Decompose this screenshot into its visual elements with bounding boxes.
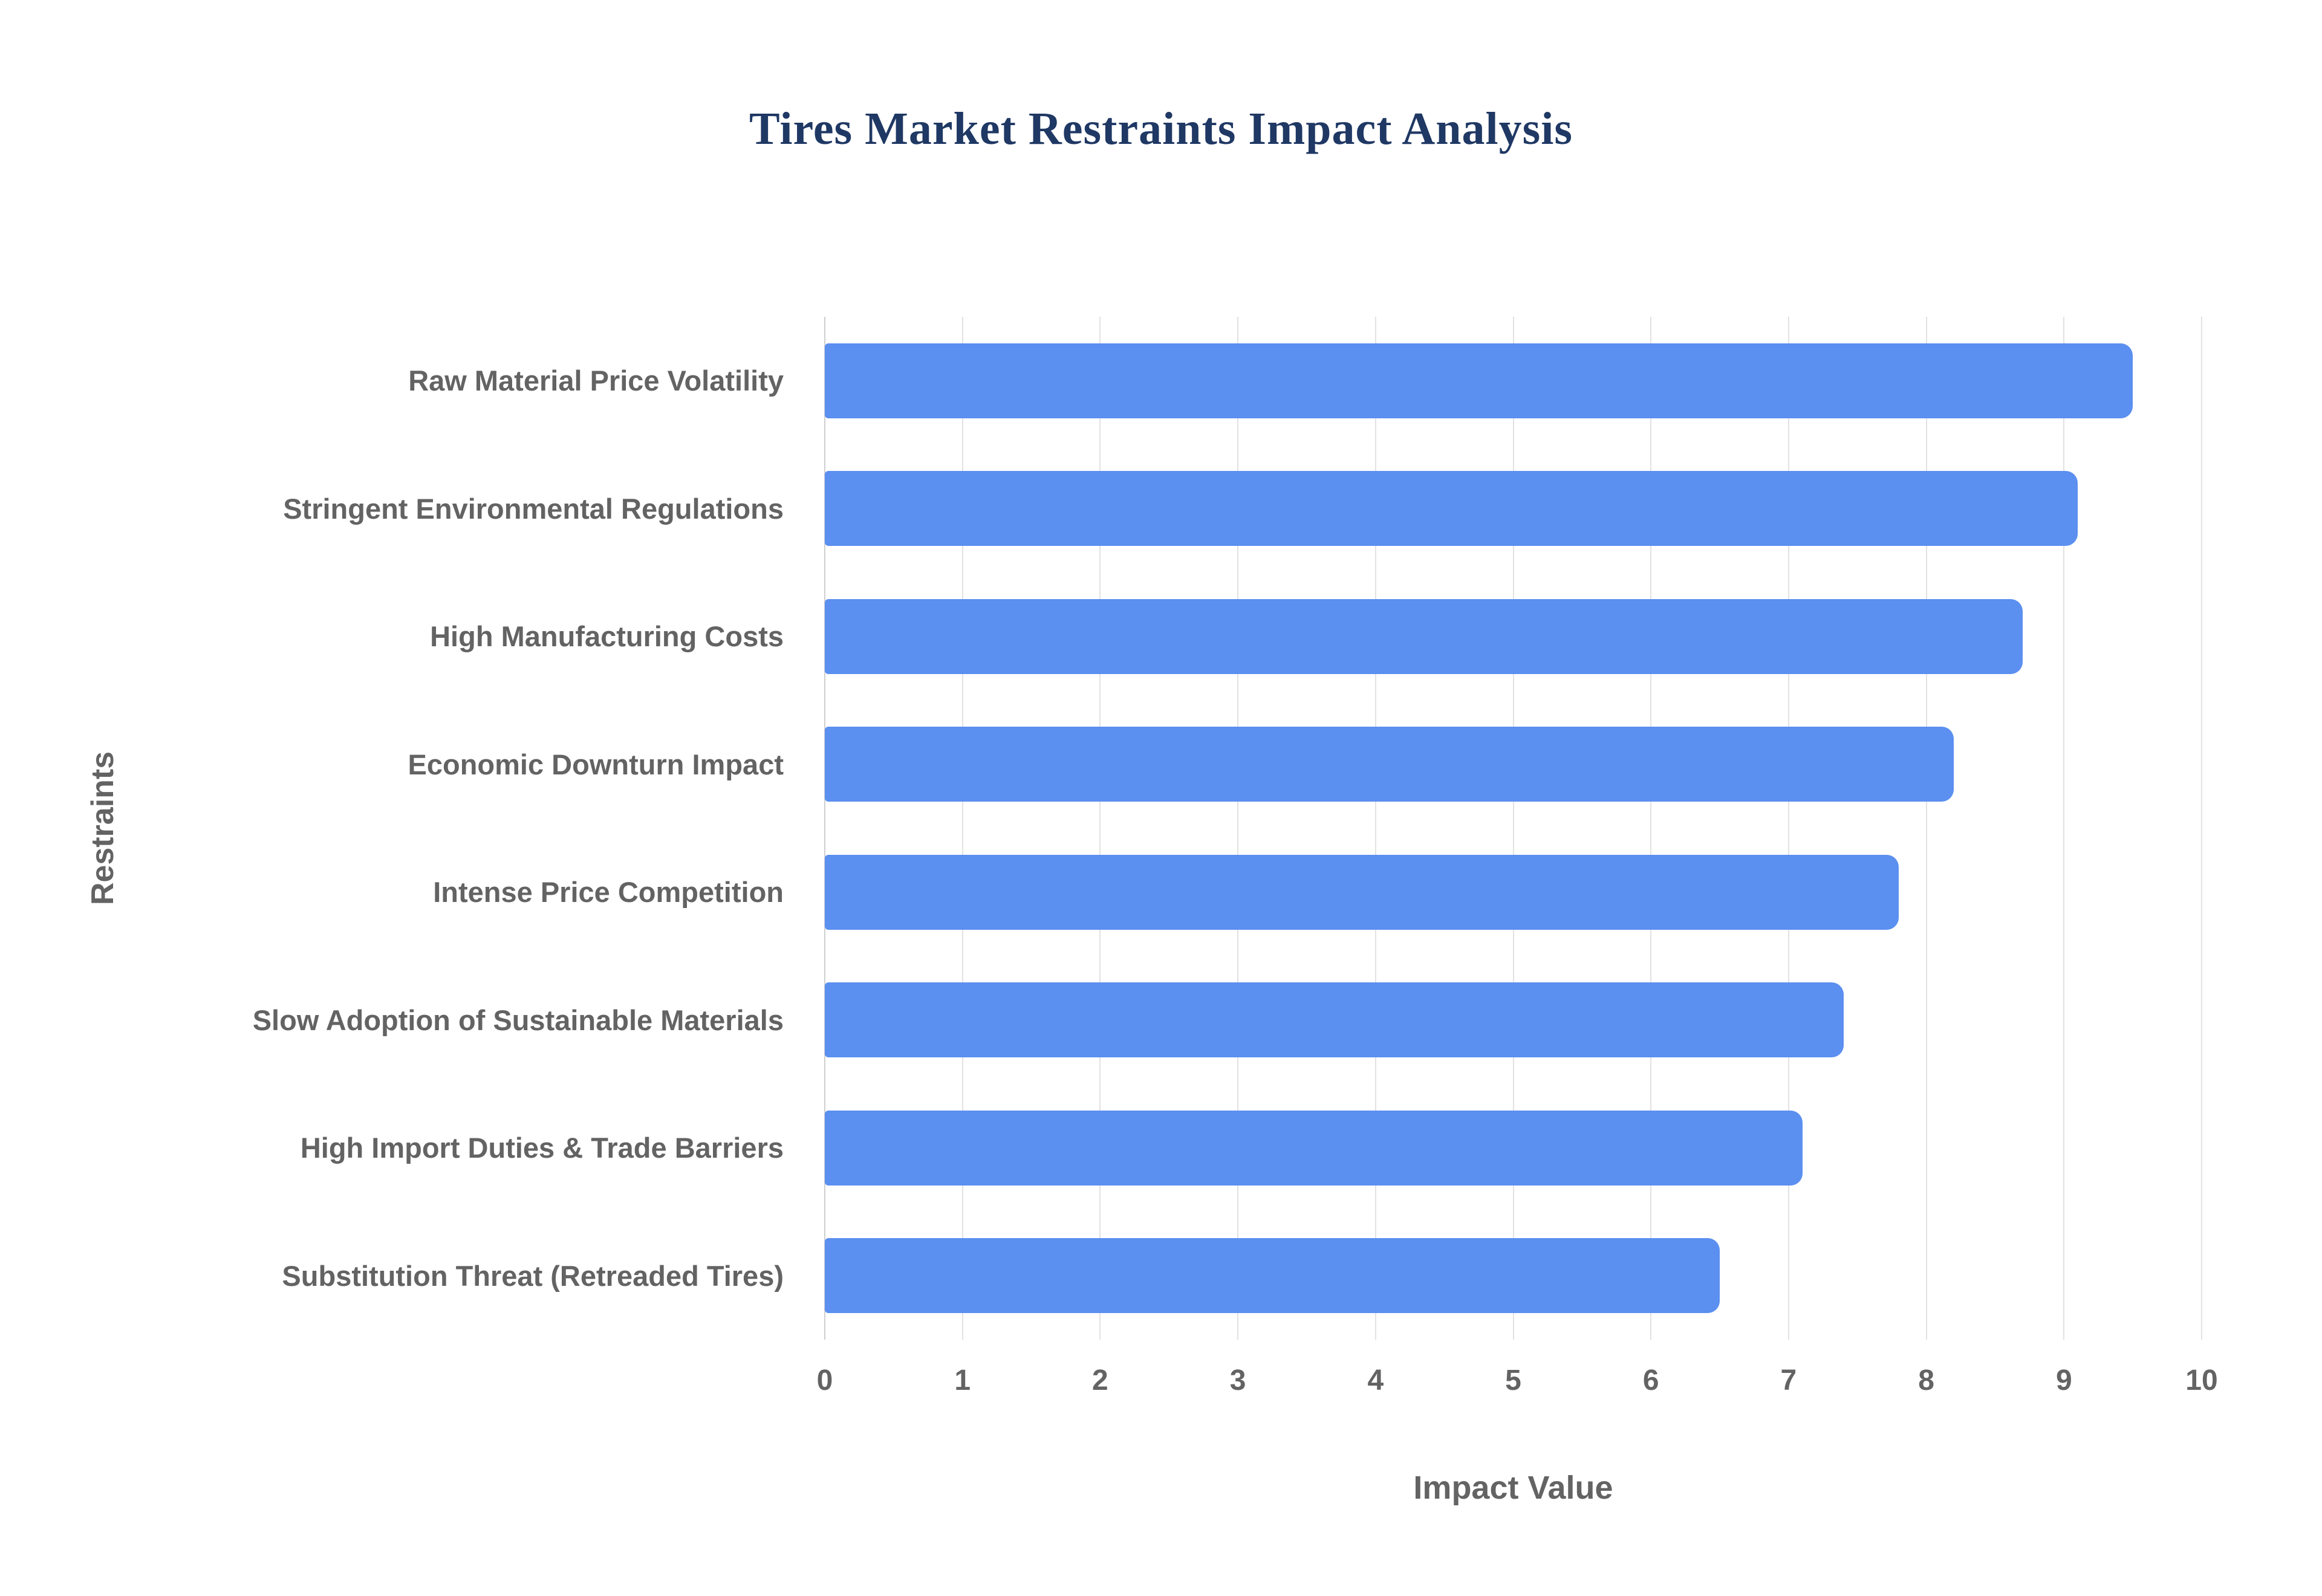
x-tick-label: 0	[816, 1364, 833, 1396]
bar	[825, 727, 1954, 802]
bar-row	[825, 701, 2202, 829]
grid-line	[2201, 317, 2202, 1340]
bar-row	[825, 1084, 2202, 1212]
category-label-row: Economic Downturn Impact	[200, 701, 804, 829]
category-label: Raw Material Price Volatility	[408, 365, 784, 397]
category-label-row: Raw Material Price Volatility	[200, 317, 804, 445]
grid-line	[1650, 317, 1652, 1340]
category-label: Stringent Environmental Regulations	[283, 492, 784, 525]
x-tick-label: 2	[1092, 1364, 1108, 1396]
x-tick-label: 5	[1505, 1364, 1521, 1396]
category-label: Economic Downturn Impact	[408, 748, 784, 780]
x-tick-label: 10	[2185, 1364, 2218, 1396]
grid-line	[824, 317, 825, 1340]
bar	[825, 471, 2078, 547]
x-tick-label: 4	[1367, 1364, 1384, 1396]
grid-line	[1787, 317, 1789, 1340]
category-label: High Import Duties & Trade Barriers	[300, 1132, 784, 1164]
bar	[825, 598, 2023, 674]
category-label: High Manufacturing Costs	[430, 620, 784, 653]
grid-line	[1237, 317, 1239, 1340]
bar	[825, 343, 2133, 418]
bar	[825, 982, 1844, 1058]
bar-series	[825, 317, 2202, 1340]
category-label: Slow Adoption of Sustainable Materials	[252, 1004, 784, 1036]
grid-line	[961, 317, 963, 1340]
bar-row	[825, 828, 2202, 956]
grid-line	[1925, 317, 1927, 1340]
x-tick-label: 6	[1642, 1364, 1659, 1396]
x-tick-label: 3	[1229, 1364, 1246, 1396]
bar-row	[825, 1212, 2202, 1340]
category-label-row: Substitution Threat (Retreaded Tires)	[200, 1212, 804, 1340]
bar	[825, 1238, 1720, 1314]
plot-area	[824, 317, 2202, 1340]
grid-line	[1512, 317, 1514, 1340]
chart-title: Tires Market Restraints Impact Analysis	[749, 103, 1573, 154]
category-labels: Raw Material Price Volatility Stringent E…	[200, 317, 804, 1340]
category-label: Substitution Threat (Retreaded Tires)	[282, 1259, 784, 1292]
bar-row	[825, 573, 2202, 701]
category-label-row: High Manufacturing Costs	[200, 573, 804, 701]
category-label-row: Intense Price Competition	[200, 828, 804, 956]
grid-line	[1099, 317, 1101, 1340]
category-label-row: Stringent Environmental Regulations	[200, 445, 804, 573]
grid-line	[2063, 317, 2065, 1340]
grid-line	[1374, 317, 1376, 1340]
x-axis-ticks: 0 1 2 3 4 5 6 7 8 9 10	[817, 1364, 2218, 1412]
category-label: Intense Price Competition	[433, 876, 784, 909]
bar	[825, 854, 1899, 930]
bar-row	[825, 956, 2202, 1085]
x-tick-label: 8	[1918, 1364, 1934, 1396]
category-label-row: Slow Adoption of Sustainable Materials	[200, 956, 804, 1085]
y-axis-title: Restraints	[85, 751, 120, 906]
x-axis-title: Impact Value	[1413, 1470, 1613, 1506]
x-tick-label: 7	[1780, 1364, 1797, 1396]
x-tick-label: 9	[2055, 1364, 2072, 1396]
bar-row	[825, 317, 2202, 445]
x-tick-label: 1	[954, 1364, 971, 1396]
bar	[825, 1110, 1803, 1186]
category-label-row: High Import Duties & Trade Barriers	[200, 1084, 804, 1212]
bar-row	[825, 445, 2202, 573]
